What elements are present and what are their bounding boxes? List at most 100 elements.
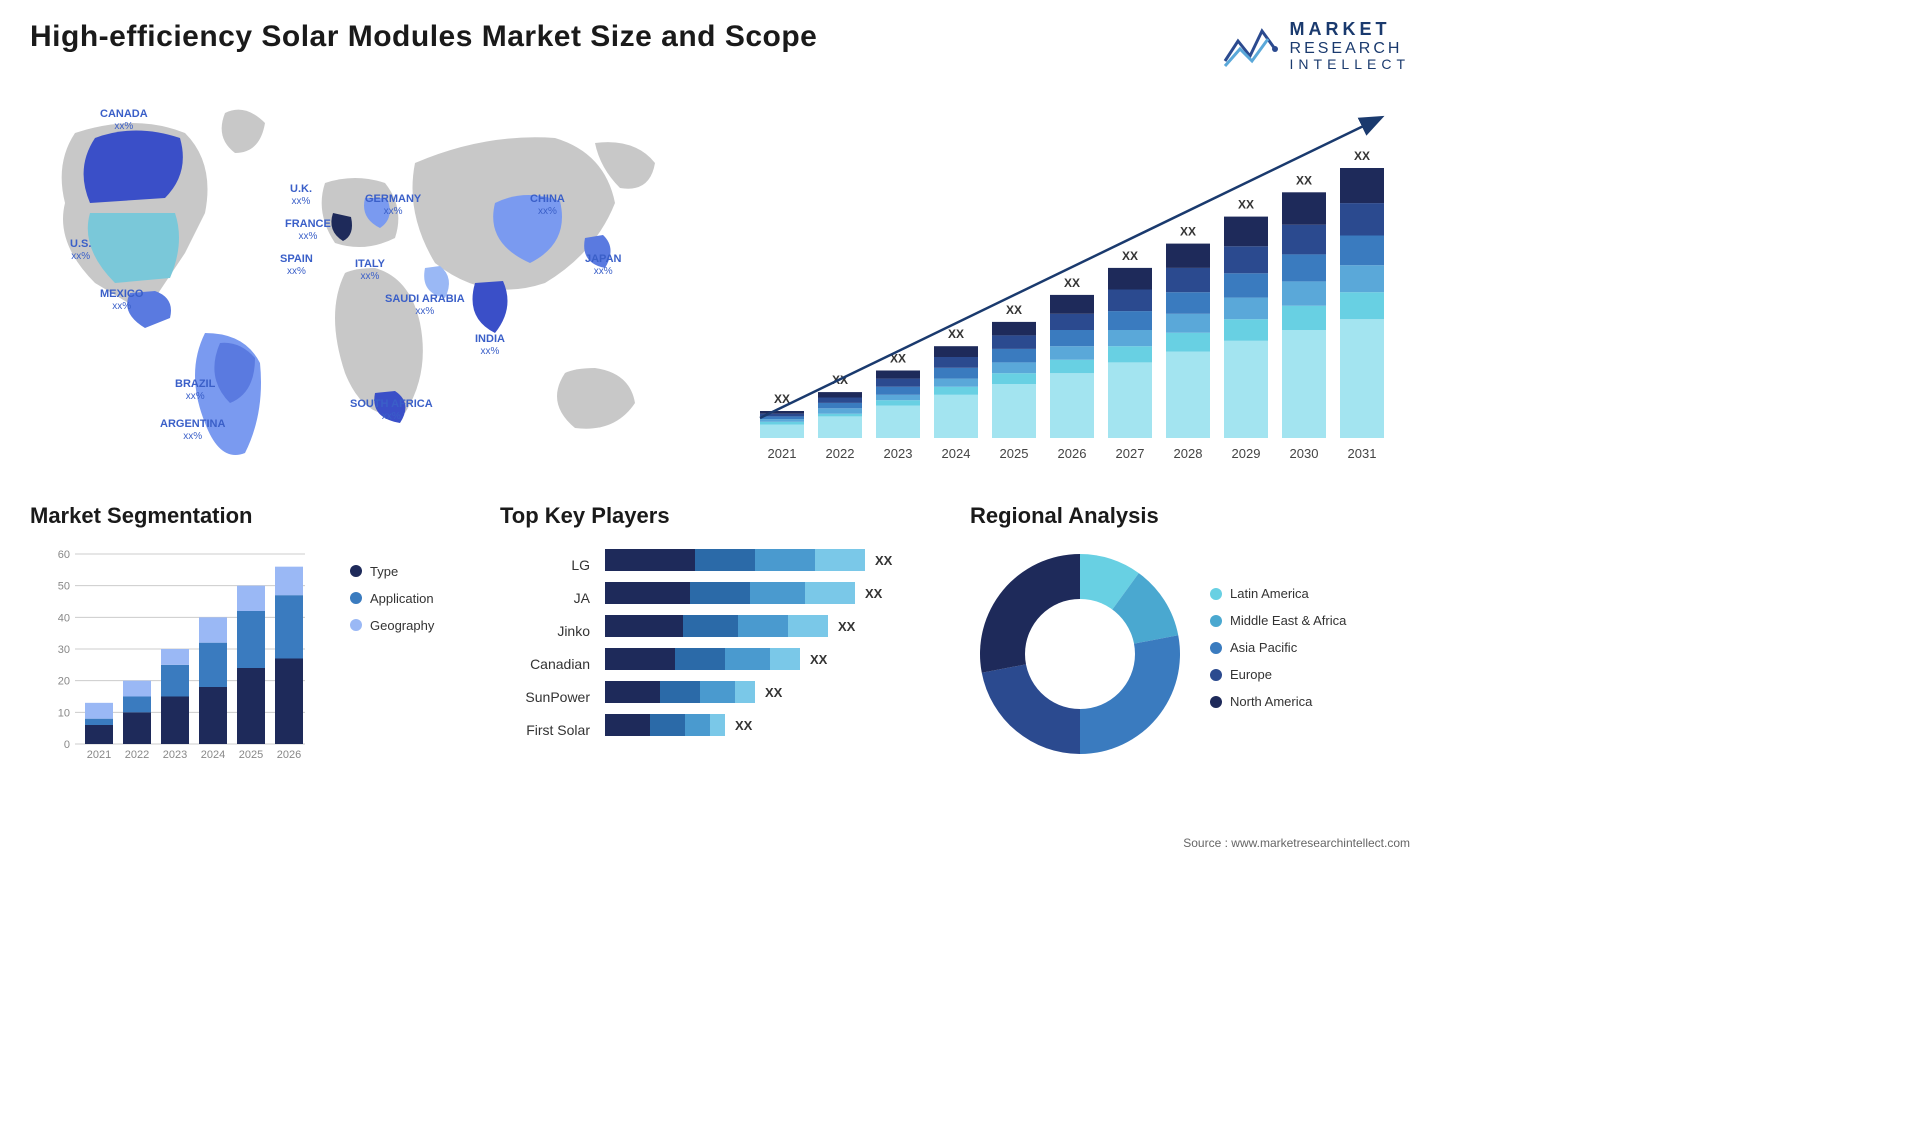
player-row-ja: XX bbox=[605, 577, 940, 610]
regional-legend-middleeastafrica: Middle East & Africa bbox=[1210, 613, 1410, 628]
map-label-mexico: MEXICOxx% bbox=[100, 288, 143, 312]
growth-bar-2030-s0 bbox=[1282, 330, 1326, 438]
growth-bar-2031-s4 bbox=[1340, 203, 1384, 235]
regional-legend-latinamerica: Latin America bbox=[1210, 586, 1410, 601]
svg-text:40: 40 bbox=[58, 612, 70, 624]
segmentation-section: Market Segmentation 0102030405060 202120… bbox=[30, 503, 470, 783]
growth-bar-2030-s5 bbox=[1282, 192, 1326, 224]
seg-bar-2023-s0 bbox=[161, 696, 189, 744]
growth-bar-2029-s2 bbox=[1224, 297, 1268, 319]
growth-bar-2028-s4 bbox=[1166, 268, 1210, 292]
growth-bar-2028-s2 bbox=[1166, 314, 1210, 333]
seg-bar-2026-s0 bbox=[275, 658, 303, 744]
growth-bar-2021-s3 bbox=[760, 416, 804, 419]
map-label-uk: U.K.xx% bbox=[290, 183, 312, 207]
player-value-ja: XX bbox=[865, 586, 882, 601]
logo-line3: INTELLECT bbox=[1290, 57, 1410, 72]
growth-year-2026: 2026 bbox=[1058, 446, 1087, 461]
growth-bar-label-2030: XX bbox=[1296, 173, 1312, 187]
player-value-sunpower: XX bbox=[765, 685, 782, 700]
player-value-firstsolar: XX bbox=[735, 718, 752, 733]
growth-bar-2024-s2 bbox=[934, 378, 978, 386]
regional-title: Regional Analysis bbox=[970, 503, 1410, 529]
map-label-argentina: ARGENTINAxx% bbox=[160, 418, 225, 442]
growth-year-2029: 2029 bbox=[1232, 446, 1261, 461]
logo-icon bbox=[1220, 21, 1280, 71]
map-label-italy: ITALYxx% bbox=[355, 258, 385, 282]
svg-text:2023: 2023 bbox=[163, 749, 187, 761]
growth-bar-2027-s1 bbox=[1108, 346, 1152, 362]
player-row-firstsolar: XX bbox=[605, 709, 940, 742]
svg-text:50: 50 bbox=[58, 580, 70, 592]
segmentation-legend: TypeApplicationGeography bbox=[350, 544, 470, 645]
growth-bar-2031-s2 bbox=[1340, 265, 1384, 292]
players-title: Top Key Players bbox=[500, 503, 940, 529]
growth-chart-panel: XX2021XX2022XX2023XX2024XX2025XX2026XX20… bbox=[730, 83, 1410, 483]
growth-bar-2026-s5 bbox=[1050, 295, 1094, 314]
growth-bar-2027-s2 bbox=[1108, 330, 1152, 346]
seg-bar-2024-s0 bbox=[199, 687, 227, 744]
map-label-saudiarabia: SAUDI ARABIAxx% bbox=[385, 293, 465, 317]
seg-bar-2021-s1 bbox=[85, 718, 113, 724]
growth-bar-2028-s0 bbox=[1166, 351, 1210, 437]
source-text: Source : www.marketresearchintellect.com bbox=[1183, 836, 1410, 850]
growth-bar-2031-s0 bbox=[1340, 319, 1384, 438]
svg-text:2025: 2025 bbox=[239, 749, 263, 761]
growth-bar-2024-s0 bbox=[934, 395, 978, 438]
svg-text:2024: 2024 bbox=[201, 749, 225, 761]
growth-year-2027: 2027 bbox=[1116, 446, 1145, 461]
player-row-canadian: XX bbox=[605, 643, 940, 676]
growth-bar-2022-s4 bbox=[818, 397, 862, 402]
growth-bar-2021-s5 bbox=[760, 411, 804, 414]
seg-bar-2021-s0 bbox=[85, 725, 113, 744]
map-label-spain: SPAINxx% bbox=[280, 253, 313, 277]
seg-bar-2022-s1 bbox=[123, 696, 151, 712]
map-label-japan: JAPANxx% bbox=[585, 253, 621, 277]
growth-bar-2028-s5 bbox=[1166, 243, 1210, 267]
growth-bar-2028-s3 bbox=[1166, 292, 1210, 314]
growth-bar-2024-s1 bbox=[934, 386, 978, 394]
growth-bar-2023-s2 bbox=[876, 395, 920, 400]
growth-year-2025: 2025 bbox=[1000, 446, 1029, 461]
growth-bar-label-2026: XX bbox=[1064, 276, 1080, 290]
regional-legend-northamerica: North America bbox=[1210, 694, 1410, 709]
player-value-lg: XX bbox=[875, 553, 892, 568]
growth-bar-2031-s5 bbox=[1340, 168, 1384, 203]
regional-legend: Latin AmericaMiddle East & AfricaAsia Pa… bbox=[1210, 586, 1410, 721]
player-label-ja: JA bbox=[500, 582, 590, 615]
growth-bar-2024-s5 bbox=[934, 346, 978, 357]
seg-bar-2024-s1 bbox=[199, 642, 227, 686]
growth-bar-label-2028: XX bbox=[1180, 224, 1196, 238]
growth-bar-2031-s3 bbox=[1340, 235, 1384, 265]
map-label-india: INDIAxx% bbox=[475, 333, 505, 357]
growth-bar-2026-s4 bbox=[1050, 314, 1094, 330]
svg-text:30: 30 bbox=[58, 644, 70, 656]
seg-bar-2026-s2 bbox=[275, 566, 303, 595]
seg-bar-2023-s2 bbox=[161, 649, 189, 665]
map-label-us: U.S.xx% bbox=[70, 238, 91, 262]
growth-bar-2023-s5 bbox=[876, 370, 920, 378]
seg-bar-2026-s1 bbox=[275, 595, 303, 658]
growth-year-2031: 2031 bbox=[1348, 446, 1377, 461]
player-label-lg: LG bbox=[500, 549, 590, 582]
growth-bar-2029-s4 bbox=[1224, 246, 1268, 273]
svg-text:20: 20 bbox=[58, 675, 70, 687]
player-value-jinko: XX bbox=[838, 619, 855, 634]
seg-legend-type: Type bbox=[350, 564, 470, 579]
growth-bar-label-2029: XX bbox=[1238, 197, 1254, 211]
world-map bbox=[30, 83, 690, 483]
growth-bar-label-2025: XX bbox=[1006, 303, 1022, 317]
growth-bar-label-2027: XX bbox=[1122, 249, 1138, 263]
growth-year-2030: 2030 bbox=[1290, 446, 1319, 461]
seg-legend-application: Application bbox=[350, 591, 470, 606]
growth-bar-2027-s5 bbox=[1108, 268, 1152, 290]
growth-bar-2023-s3 bbox=[876, 386, 920, 394]
growth-bar-2028-s1 bbox=[1166, 332, 1210, 351]
map-label-brazil: BRAZILxx% bbox=[175, 378, 215, 402]
growth-bar-label-2031: XX bbox=[1354, 149, 1370, 163]
world-map-panel: CANADAxx%U.S.xx%MEXICOxx%BRAZILxx%ARGENT… bbox=[30, 83, 690, 483]
growth-bar-2026-s1 bbox=[1050, 359, 1094, 373]
growth-bar-2027-s3 bbox=[1108, 311, 1152, 330]
growth-bar-label-2024: XX bbox=[948, 327, 964, 341]
regional-donut bbox=[970, 544, 1190, 764]
